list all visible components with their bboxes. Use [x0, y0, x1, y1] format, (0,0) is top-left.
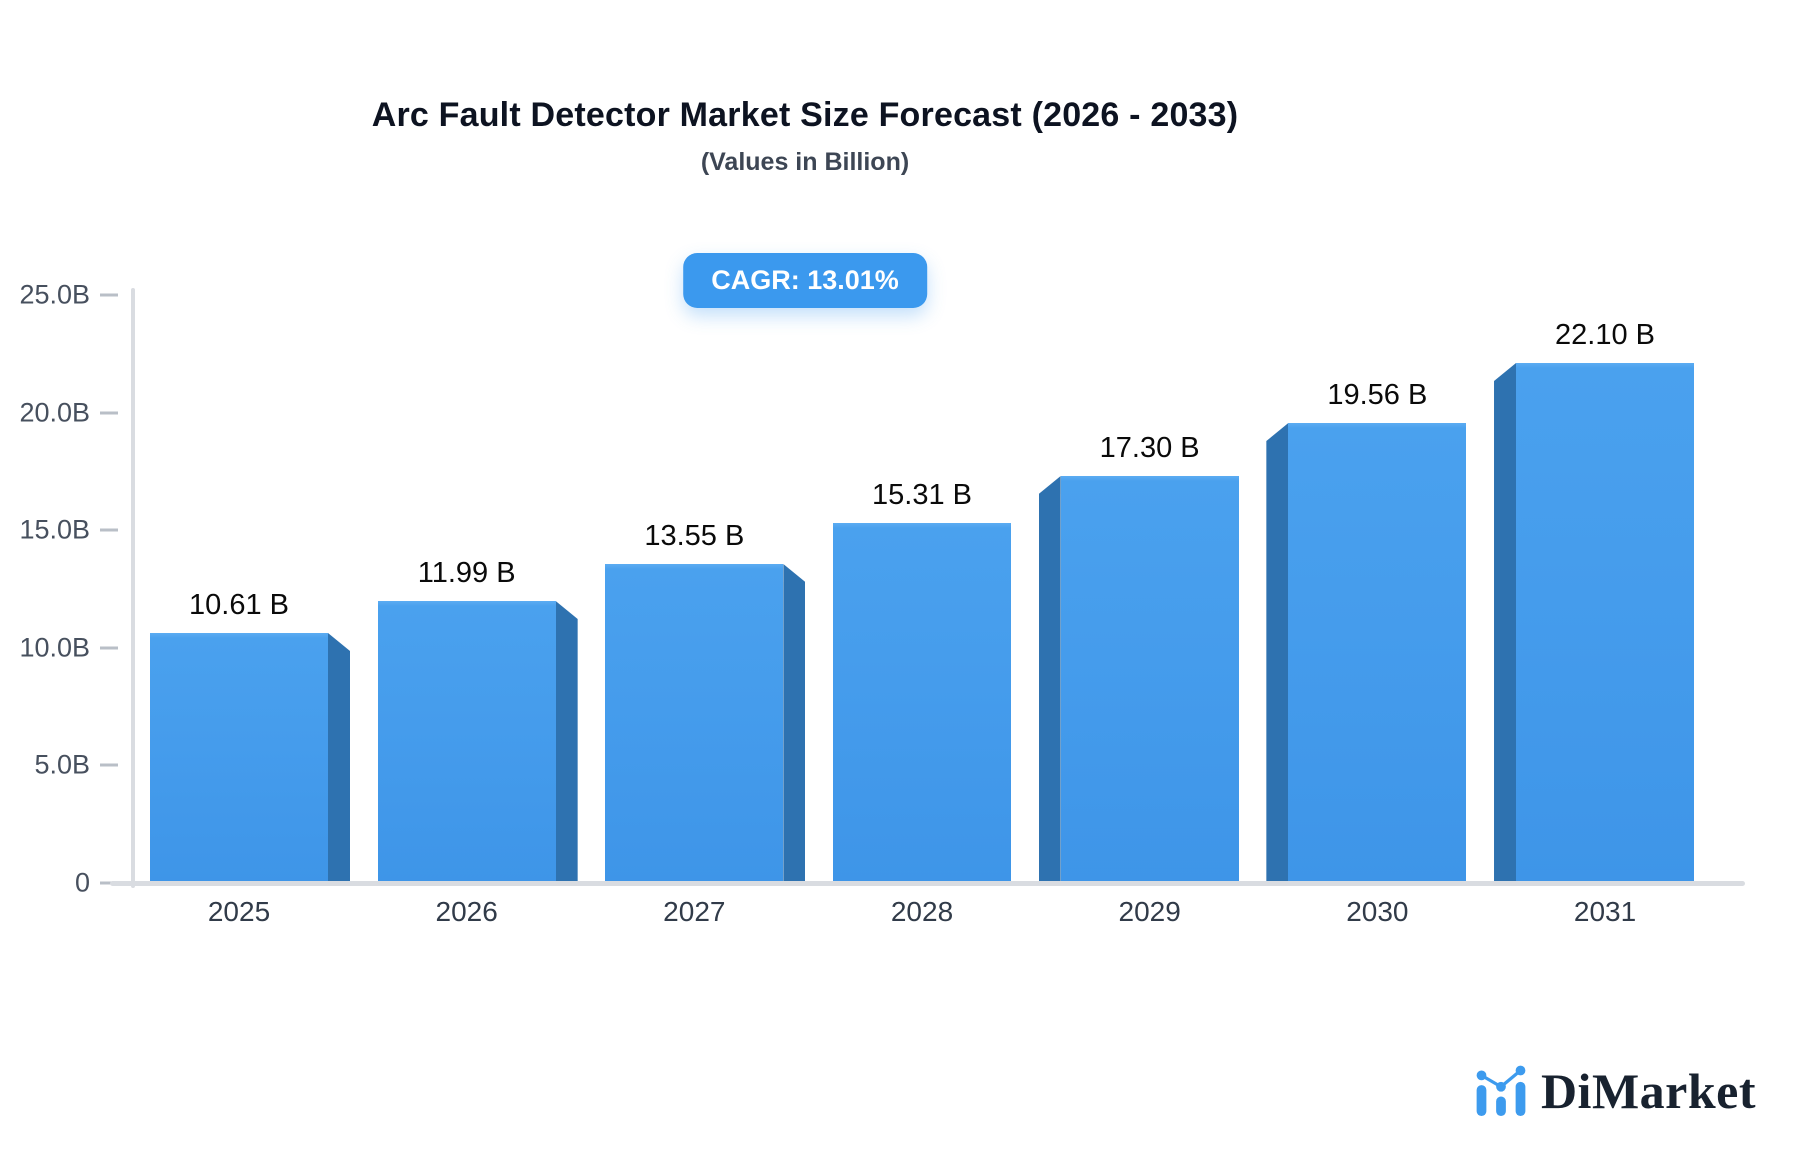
bar-value-label: 22.10 B [1555, 319, 1656, 351]
bar-side-face [328, 633, 350, 883]
y-tick-label: 10.0B [19, 632, 90, 663]
bar-2028 [833, 523, 1011, 883]
bar-2031 [1516, 363, 1695, 883]
bar-side-face [1038, 476, 1061, 883]
bar-value-label: 10.61 B [189, 589, 289, 621]
bar-side-face [783, 564, 806, 883]
bar-value-label: 13.55 B [644, 520, 745, 552]
y-tick-mark [100, 881, 118, 885]
bar-2030 [1288, 423, 1467, 883]
x-axis-label-2030: 2030 [1346, 896, 1409, 927]
y-tick-label: 0 [74, 867, 90, 898]
bar-side-face [1266, 423, 1289, 883]
logo: DiMarket [1475, 1064, 1756, 1116]
bar-chart-logo-icon [1476, 1065, 1526, 1116]
bar-2029 [1060, 476, 1239, 883]
x-axis-label-2026: 2026 [435, 896, 498, 927]
y-tick-mark [100, 411, 118, 415]
y-tick-label: 5.0B [34, 749, 90, 780]
y-tick-mark [100, 293, 118, 297]
bar-2027 [605, 564, 784, 883]
x-axis-label-2025: 2025 [207, 896, 271, 927]
y-tick-mark [100, 646, 118, 650]
x-axis-label-2027: 2027 [663, 896, 726, 927]
y-axis-line [131, 288, 135, 888]
x-axis-label-2028: 2028 [890, 896, 954, 927]
logo-text: DiMarket [1540, 1063, 1756, 1119]
bar-2025 [150, 633, 328, 883]
x-axis-label-2031: 2031 [1573, 896, 1637, 927]
bar-side-face [1494, 363, 1517, 883]
x-axis-label-2029: 2029 [1118, 896, 1181, 927]
y-tick-label: 20.0B [19, 397, 90, 428]
bar-side-face [555, 601, 578, 883]
bar-value-label: 19.56 B [1327, 379, 1428, 411]
y-tick-mark [100, 763, 118, 767]
y-tick-mark [100, 528, 118, 532]
bar-2026 [377, 601, 556, 883]
x-axis-line [110, 881, 1745, 886]
chart-subtitle: (Values in Billion) [700, 148, 910, 176]
y-tick-label: 15.0B [19, 514, 90, 545]
bar-value-label: 15.31 B [872, 479, 972, 511]
y-tick-label: 25.0B [19, 279, 90, 310]
bar-value-label: 11.99 B [417, 557, 516, 589]
chart-title: Arc Fault Detector Market Size Forecast … [371, 96, 1239, 134]
cagr-badge: CAGR: 13.01% [683, 253, 927, 308]
bar-value-label: 17.30 B [1099, 432, 1200, 464]
